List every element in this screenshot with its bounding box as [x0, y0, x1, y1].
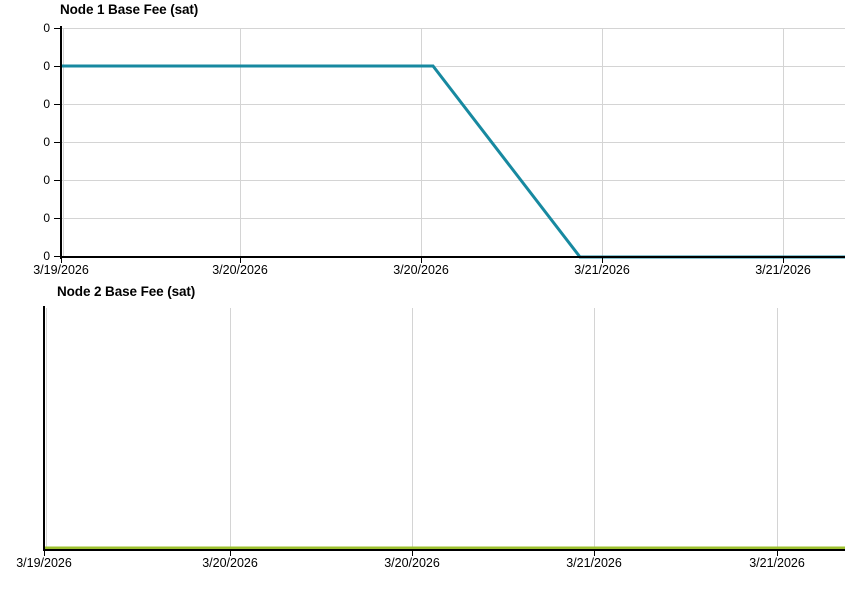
y-axis-line-node-1: [60, 26, 62, 259]
x-tick-label: 3/20/2026: [393, 263, 449, 277]
y-tick-label: 0: [43, 97, 50, 111]
gridline-vertical: [412, 308, 413, 549]
gridline-horizontal: [61, 218, 845, 219]
y-tick-label: 0: [43, 211, 50, 225]
y-tick-mark: [54, 142, 61, 143]
gridline-vertical: [63, 28, 64, 257]
series-line-node-1: [61, 64, 845, 259]
plot-area-node-1: [61, 28, 845, 259]
y-tick-mark: [54, 218, 61, 219]
y-tick-label: 0: [43, 21, 50, 35]
x-tick-label: 3/20/2026: [212, 263, 268, 277]
gridline-vertical: [46, 308, 47, 549]
gridline-vertical: [421, 28, 422, 257]
gridline-horizontal: [61, 142, 845, 143]
gridline-vertical: [777, 308, 778, 549]
y-tick-mark: [54, 180, 61, 181]
chart-panel-node-1: Node 1 Base Fee (sat): [0, 0, 860, 298]
gridline-vertical: [783, 28, 784, 257]
x-tick-label: 3/19/2026: [16, 556, 72, 570]
gridline-vertical: [594, 308, 595, 549]
gridline-horizontal: [61, 104, 845, 105]
x-tick-mark: [44, 551, 45, 556]
gridline-horizontal: [61, 28, 845, 29]
plot-area-node-2: [44, 308, 845, 550]
x-tick-mark: [61, 258, 62, 263]
x-tick-label: 3/21/2026: [749, 556, 805, 570]
x-tick-mark: [421, 258, 422, 263]
x-tick-mark: [594, 551, 595, 556]
gridline-vertical: [602, 28, 603, 257]
y-tick-mark: [54, 104, 61, 105]
x-axis-line-node-2: [43, 549, 845, 551]
y-tick-mark: [54, 256, 61, 257]
x-tick-mark: [783, 258, 784, 263]
x-axis-line-node-1: [60, 256, 845, 258]
x-tick-label: 3/21/2026: [566, 556, 622, 570]
gridline-horizontal: [61, 66, 845, 67]
y-axis-line-node-2: [43, 306, 45, 550]
x-tick-label: 3/19/2026: [33, 263, 89, 277]
x-tick-mark: [240, 258, 241, 263]
y-tick-mark: [54, 28, 61, 29]
x-tick-mark: [230, 551, 231, 556]
y-tick-label: 0: [43, 59, 50, 73]
gridline-vertical: [230, 308, 231, 549]
x-tick-label: 3/20/2026: [384, 556, 440, 570]
chart-title-node-2: Node 2 Base Fee (sat): [57, 284, 196, 299]
chart-panel-node-2: Node 2 Base Fee (sat) 3/19/2026 3/20/202…: [0, 280, 860, 600]
x-tick-mark: [602, 258, 603, 263]
gridline-horizontal: [61, 180, 845, 181]
x-tick-label: 3/21/2026: [755, 263, 811, 277]
gridline-vertical: [240, 28, 241, 257]
x-tick-mark: [777, 551, 778, 556]
y-tick-mark: [54, 66, 61, 67]
y-tick-label: 0: [43, 173, 50, 187]
y-tick-label: 0: [43, 249, 50, 263]
x-tick-label: 3/20/2026: [202, 556, 258, 570]
x-tick-mark: [412, 551, 413, 556]
chart-title-node-1: Node 1 Base Fee (sat): [60, 2, 199, 17]
series-line-node-2: [44, 546, 845, 550]
x-tick-label: 3/21/2026: [574, 263, 630, 277]
y-tick-label: 0: [43, 135, 50, 149]
